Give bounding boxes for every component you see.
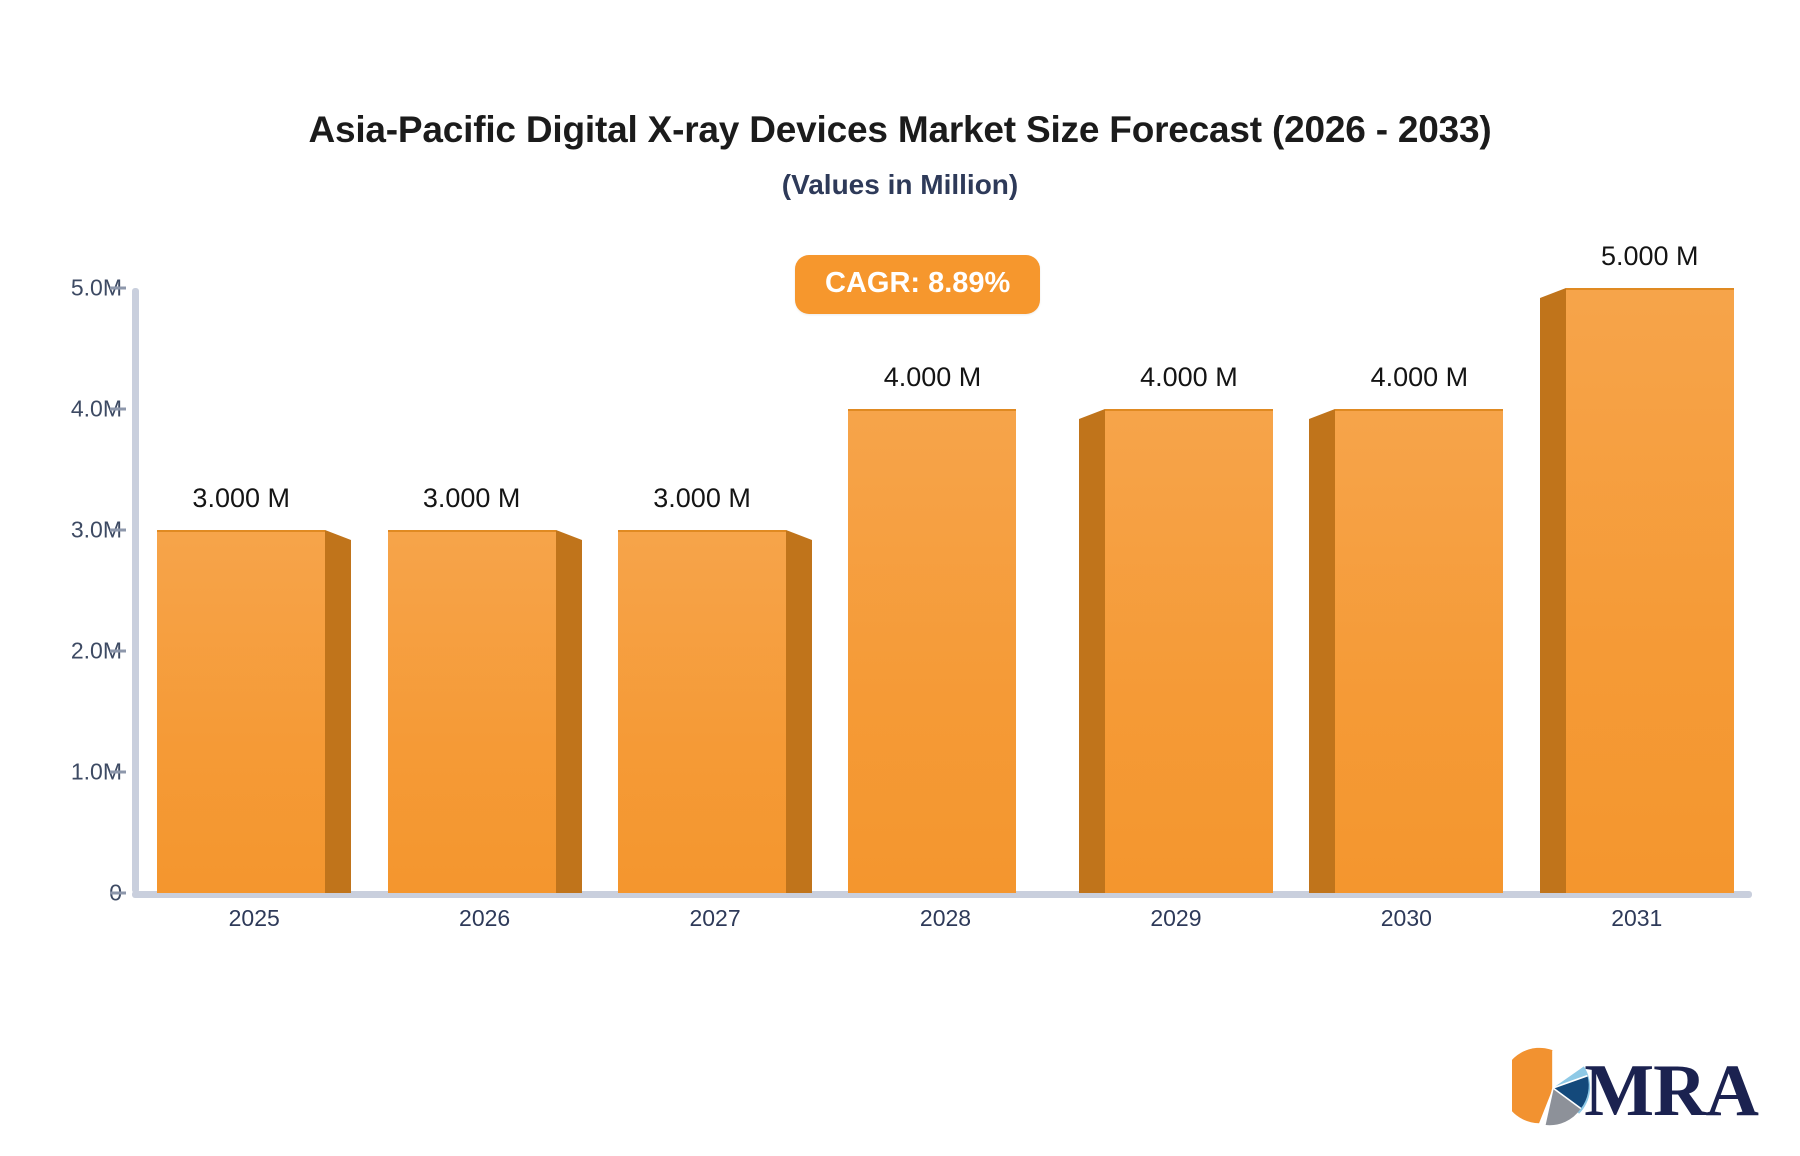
bar-side-face bbox=[1078, 419, 1105, 893]
x-axis-tick-label: 2030 bbox=[1380, 905, 1432, 931]
bar-side-face bbox=[786, 540, 813, 893]
y-axis-tick-mark bbox=[110, 407, 126, 411]
bar-value-label: 4.000 M bbox=[1140, 362, 1238, 392]
bar-front-face[interactable] bbox=[1335, 409, 1504, 893]
bar-column[interactable]: 3.000 M bbox=[600, 288, 830, 893]
bar-top-bevel bbox=[1078, 409, 1105, 419]
mra-logo: MRA bbox=[1502, 1047, 1759, 1134]
logo-text: MRA bbox=[1584, 1049, 1759, 1132]
bar-series: 3.000 M 3.000 M 3.000 M 4.000 M 4.000 M 4.000… bbox=[139, 241, 1752, 893]
bar-column[interactable]: 5.000 M bbox=[1522, 241, 1752, 893]
bar-value-label: 5.000 M bbox=[1600, 241, 1699, 271]
bar-front-face[interactable] bbox=[387, 530, 556, 893]
bar-column[interactable]: 3.000 M bbox=[369, 288, 599, 893]
bar-value-label: 4.000 M bbox=[883, 362, 982, 392]
y-axis-tick-label: 1.0M bbox=[70, 758, 122, 785]
x-axis-tick-label: 2026 bbox=[459, 905, 511, 931]
bar-front-face[interactable] bbox=[1104, 409, 1273, 893]
bar-front-face[interactable] bbox=[848, 409, 1017, 893]
y-axis-tick-mark bbox=[110, 649, 126, 653]
x-axis-tick-label: 2027 bbox=[689, 905, 741, 931]
y-axis-tick-mark bbox=[110, 891, 126, 895]
chart-subtitle: (Values in Million) bbox=[781, 169, 1019, 201]
y-axis-tick-label: 5.0M bbox=[70, 274, 122, 301]
x-axis-tick-label: 2031 bbox=[1611, 905, 1663, 931]
x-axis-tick-label: 2025 bbox=[228, 905, 280, 931]
x-axis-tick-label: 2028 bbox=[919, 905, 972, 931]
bar-top-bevel bbox=[1309, 409, 1336, 419]
cagr-badge: CAGR: 8.89% bbox=[795, 255, 1041, 314]
bar-side-face bbox=[555, 540, 582, 893]
bar-top-bevel bbox=[786, 530, 813, 540]
pie-chart-icon bbox=[1502, 1047, 1594, 1134]
bar-value-label: 3.000 M bbox=[653, 483, 751, 513]
bar-front-face[interactable] bbox=[157, 530, 326, 893]
y-axis-tick-mark bbox=[110, 528, 126, 532]
y-axis-tick-mark bbox=[110, 286, 126, 290]
bar-value-label: 4.000 M bbox=[1370, 362, 1469, 392]
y-axis-tick-label: 2.0M bbox=[70, 637, 122, 664]
bar-front-face[interactable] bbox=[1565, 288, 1734, 893]
y-axis-line bbox=[132, 288, 139, 893]
bar-side-face bbox=[1309, 419, 1336, 893]
bar-column[interactable]: 4.000 M bbox=[1291, 288, 1521, 893]
bar-side-face bbox=[1539, 298, 1566, 893]
y-axis-tick-label: 0 bbox=[4, 880, 122, 907]
title-block: Asia-Pacific Digital X-ray Devices Marke… bbox=[0, 108, 1800, 202]
x-axis-line bbox=[132, 891, 1752, 898]
bar-column[interactable]: 4.000 M bbox=[830, 288, 1060, 893]
bar-side-face bbox=[325, 540, 352, 893]
x-axis-labels: 2025 2026 2027 2028 2029 2030 2031 bbox=[139, 905, 1752, 945]
y-axis-tick-mark bbox=[110, 770, 126, 774]
bar-top-bevel bbox=[1539, 288, 1566, 298]
bar-top-bevel bbox=[555, 530, 582, 540]
bar-value-label: 3.000 M bbox=[192, 483, 290, 513]
bar-column[interactable]: 3.000 M bbox=[139, 288, 369, 893]
bar-column[interactable]: 4.000 M bbox=[1061, 288, 1291, 893]
bar-top-bevel bbox=[325, 530, 352, 540]
bar-front-face[interactable] bbox=[618, 530, 787, 893]
plot-area: 01.0M2.0M3.0M4.0M5.0M 3.000 M3.000 M3.00… bbox=[71, 241, 1752, 906]
chart-title: Asia-Pacific Digital X-ray Devices Marke… bbox=[308, 109, 1492, 150]
x-axis-tick-label: 2029 bbox=[1150, 905, 1202, 931]
bar-value-label: 3.000 M bbox=[422, 483, 521, 513]
y-axis-tick-label: 3.0M bbox=[70, 516, 122, 543]
y-axis-tick-label: 4.0M bbox=[70, 395, 122, 422]
